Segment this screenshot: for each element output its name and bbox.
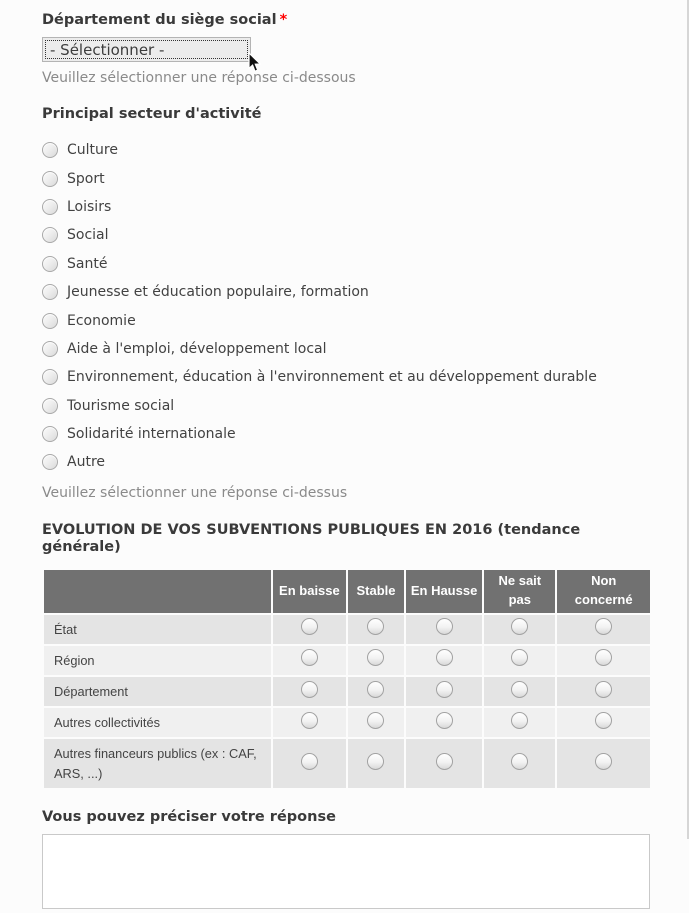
matrix-col-en-hausse: En Hausse <box>405 569 483 613</box>
radio-icon[interactable] <box>42 369 58 386</box>
matrix-radio[interactable] <box>595 711 613 729</box>
matrix-radio[interactable] <box>595 649 613 667</box>
matrix-col-en-baisse: En baisse <box>272 569 347 613</box>
matrix-radio[interactable] <box>435 649 453 667</box>
matrix-radio[interactable] <box>511 618 529 636</box>
matrix-radio[interactable] <box>300 618 318 636</box>
matrix-radio[interactable] <box>595 618 613 636</box>
departement-helper-text: Veuillez sélectionner une réponse ci-des… <box>42 70 356 86</box>
matrix-radio[interactable] <box>435 618 453 636</box>
matrix-radio[interactable] <box>435 680 453 698</box>
radio-option-environnement[interactable]: Environnement, éducation à l'environneme… <box>42 363 652 391</box>
matrix-header-row: En baisse Stable En Hausse Ne sait pas N… <box>44 569 650 613</box>
departement-select-value: - Sélectionner - <box>50 40 165 59</box>
radio-icon[interactable] <box>42 142 58 159</box>
matrix-row-label: Autres financeurs publics (ex : CAF, ARS… <box>44 739 271 788</box>
matrix-radio[interactable] <box>367 711 385 729</box>
radio-icon[interactable] <box>42 312 58 329</box>
radio-icon[interactable] <box>42 284 58 301</box>
secteur-question-label: Principal secteur d'activité <box>42 106 262 122</box>
matrix-col-ne-sait-pas: Ne sait pas <box>484 569 556 613</box>
matrix-radio[interactable] <box>300 711 318 729</box>
matrix-col-non-concerne: Non concerné <box>557 569 650 613</box>
matrix-radio[interactable] <box>367 752 385 770</box>
radio-option-social[interactable]: Social <box>42 221 652 249</box>
radio-option-solidarite[interactable]: Solidarité internationale <box>42 420 652 448</box>
radio-icon[interactable] <box>42 340 58 357</box>
matrix-row-label: État <box>44 614 271 644</box>
matrix-row-departement: Département <box>44 677 650 707</box>
matrix-row-etat: État <box>44 614 650 644</box>
radio-option-economie[interactable]: Economie <box>42 306 652 334</box>
matrix-row-region: Région <box>44 645 650 676</box>
departement-label-text: Département du siège social <box>42 12 277 28</box>
matrix-radio[interactable] <box>511 680 529 698</box>
subventions-question-label: EVOLUTION DE VOS SUBVENTIONS PUBLIQUES E… <box>42 521 581 555</box>
radio-icon[interactable] <box>42 397 58 414</box>
matrix-col-stable: Stable <box>348 569 404 613</box>
required-asterisk: * <box>279 12 288 28</box>
matrix-radio[interactable] <box>595 752 613 770</box>
matrix-radio[interactable] <box>435 711 453 729</box>
matrix-radio[interactable] <box>511 752 529 770</box>
matrix-row-label: Département <box>44 677 271 707</box>
preciser-textarea[interactable] <box>42 833 650 909</box>
matrix-radio[interactable] <box>367 649 385 667</box>
matrix-radio[interactable] <box>300 649 318 667</box>
radio-option-culture[interactable]: Culture <box>42 136 652 164</box>
radio-option-loisirs[interactable]: Loisirs <box>42 193 652 221</box>
radio-icon[interactable] <box>42 255 58 272</box>
radio-icon[interactable] <box>42 170 58 187</box>
page-right-border <box>687 0 689 839</box>
departement-select[interactable]: - Sélectionner - <box>42 37 251 62</box>
matrix-radio[interactable] <box>435 752 453 770</box>
radio-icon[interactable] <box>42 426 58 443</box>
radio-icon[interactable] <box>42 198 58 215</box>
matrix-radio[interactable] <box>367 680 385 698</box>
radio-option-sport[interactable]: Sport <box>42 164 652 192</box>
radio-option-autre[interactable]: Autre <box>42 448 652 476</box>
secteur-helper-text: Veuillez sélectionner une réponse ci-des… <box>42 484 348 501</box>
matrix-radio[interactable] <box>367 618 385 636</box>
radio-icon[interactable] <box>42 227 58 244</box>
matrix-radio[interactable] <box>511 711 529 729</box>
matrix-row-label: Autres collectivités <box>44 708 271 738</box>
preciser-question-label: Vous pouvez préciser votre réponse <box>42 808 336 825</box>
radio-option-jeunesse[interactable]: Jeunesse et éducation populaire, formati… <box>42 278 652 306</box>
matrix-row-autres-financeurs: Autres financeurs publics (ex : CAF, ARS… <box>44 739 650 788</box>
mouse-cursor-icon <box>248 52 262 73</box>
subventions-matrix: En baisse Stable En Hausse Ne sait pas N… <box>42 568 652 790</box>
radio-option-tourisme[interactable]: Tourisme social <box>42 392 652 420</box>
secteur-radio-list: Culture Sport Loisirs Social Santé Jeune… <box>42 136 652 477</box>
departement-question-label: Département du siège social * <box>42 12 652 29</box>
matrix-radio[interactable] <box>595 680 613 698</box>
radio-icon[interactable] <box>42 454 58 471</box>
matrix-radio[interactable] <box>511 649 529 667</box>
matrix-radio[interactable] <box>300 752 318 770</box>
matrix-corner-cell <box>44 569 271 613</box>
matrix-row-autres-collectivites: Autres collectivités <box>44 708 650 738</box>
radio-option-aide-emploi[interactable]: Aide à l'emploi, développement local <box>42 335 652 363</box>
matrix-radio[interactable] <box>300 680 318 698</box>
matrix-row-label: Région <box>44 645 271 676</box>
radio-option-sante[interactable]: Santé <box>42 250 652 278</box>
